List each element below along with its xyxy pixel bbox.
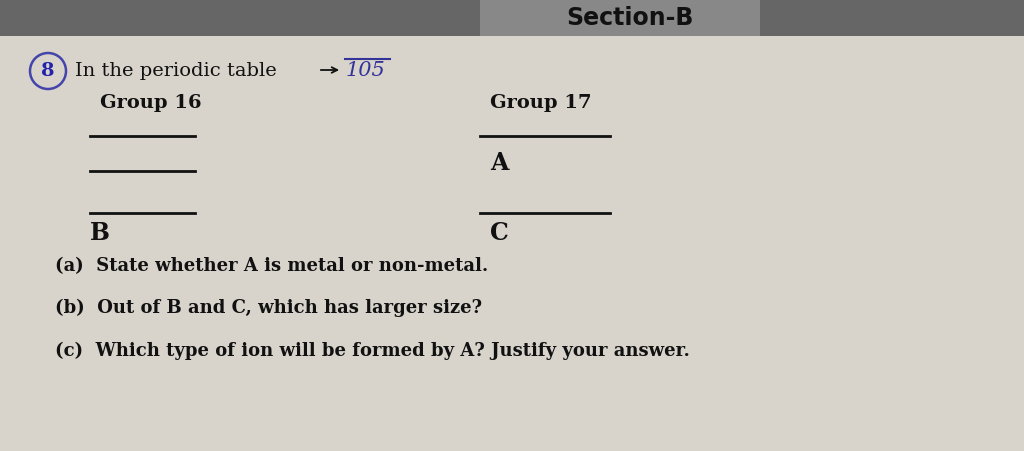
Text: A: A bbox=[490, 151, 508, 175]
Text: Group 16: Group 16 bbox=[100, 94, 202, 112]
FancyBboxPatch shape bbox=[0, 0, 1024, 36]
Text: Section-B: Section-B bbox=[566, 6, 693, 30]
Text: C: C bbox=[490, 221, 509, 245]
Text: (a)  State whether A is metal or non-metal.: (a) State whether A is metal or non-meta… bbox=[55, 257, 488, 275]
Text: B: B bbox=[90, 221, 110, 245]
Text: (b)  Out of B and C, which has larger size?: (b) Out of B and C, which has larger siz… bbox=[55, 299, 482, 317]
Text: In the periodic table: In the periodic table bbox=[75, 62, 276, 80]
FancyBboxPatch shape bbox=[0, 0, 480, 36]
Text: 105: 105 bbox=[346, 60, 386, 79]
FancyBboxPatch shape bbox=[760, 0, 1024, 36]
Text: 8: 8 bbox=[41, 62, 54, 80]
Text: Group 17: Group 17 bbox=[490, 94, 592, 112]
Text: (c)  Which type of ion will be formed by A? Justify your answer.: (c) Which type of ion will be formed by … bbox=[55, 342, 690, 360]
